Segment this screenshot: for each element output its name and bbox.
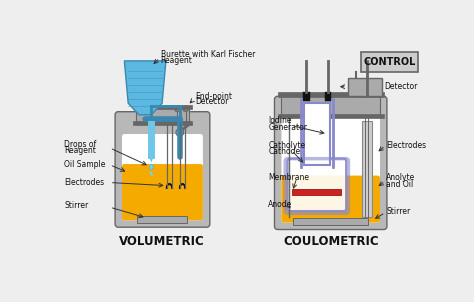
FancyBboxPatch shape	[282, 175, 380, 223]
Bar	[362, 121, 372, 217]
Bar	[133, 105, 192, 109]
Text: Oil Sample: Oil Sample	[64, 160, 106, 169]
Bar	[278, 92, 384, 97]
Text: Reagent: Reagent	[64, 146, 96, 155]
Bar	[133, 121, 192, 125]
FancyBboxPatch shape	[288, 159, 346, 211]
Bar	[282, 95, 380, 116]
Text: Anolyte: Anolyte	[386, 173, 415, 182]
Bar	[137, 216, 188, 223]
Text: CONTROL: CONTROL	[363, 57, 415, 67]
Text: Stirrer: Stirrer	[386, 207, 410, 216]
Text: Anode: Anode	[268, 200, 292, 209]
Text: Burette with Karl Fischer: Burette with Karl Fischer	[161, 50, 255, 59]
Text: COULOMETRIC: COULOMETRIC	[283, 235, 379, 248]
Bar	[303, 92, 310, 101]
Text: Catholyte: Catholyte	[268, 141, 305, 150]
Ellipse shape	[149, 165, 153, 170]
FancyBboxPatch shape	[274, 96, 387, 230]
Bar	[278, 114, 384, 118]
Text: Electrodes: Electrodes	[386, 141, 426, 150]
Text: End-point: End-point	[195, 92, 232, 101]
Polygon shape	[148, 155, 155, 162]
Text: Cathode: Cathode	[268, 147, 301, 156]
Bar	[361, 52, 418, 72]
FancyBboxPatch shape	[115, 112, 210, 227]
Bar	[348, 78, 383, 95]
Polygon shape	[124, 61, 166, 115]
Ellipse shape	[176, 129, 183, 136]
Text: VOLUMETRIC: VOLUMETRIC	[119, 235, 205, 248]
Text: Detector: Detector	[384, 82, 418, 91]
Text: and Oil: and Oil	[386, 180, 413, 188]
Bar	[136, 107, 189, 123]
Bar	[292, 189, 341, 195]
Bar	[325, 92, 331, 101]
FancyBboxPatch shape	[282, 114, 380, 223]
Text: Reagent: Reagent	[161, 56, 192, 65]
FancyBboxPatch shape	[122, 164, 203, 220]
Text: Iodine: Iodine	[268, 117, 292, 125]
Text: Stirrer: Stirrer	[64, 201, 89, 210]
Text: Detector: Detector	[195, 97, 228, 106]
FancyBboxPatch shape	[122, 134, 203, 220]
Text: Generator: Generator	[268, 123, 307, 132]
Bar	[304, 103, 330, 165]
Text: Drops of: Drops of	[64, 140, 97, 149]
Text: Membrane: Membrane	[268, 173, 310, 182]
Bar	[293, 218, 368, 225]
Text: Electrodes: Electrodes	[64, 178, 104, 187]
